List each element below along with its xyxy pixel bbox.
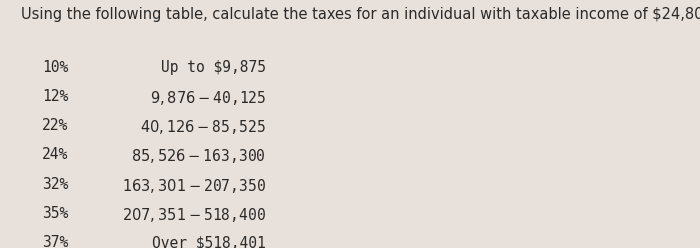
Text: $9,876-$40,125: $9,876-$40,125 [150,89,266,107]
Text: 22%: 22% [42,118,69,133]
Text: Over $518,401: Over $518,401 [153,235,266,248]
Text: Using the following table, calculate the taxes for an individual with taxable in: Using the following table, calculate the… [21,7,700,22]
Text: 35%: 35% [42,206,69,221]
Text: Up to $9,875: Up to $9,875 [161,60,266,74]
Text: 10%: 10% [42,60,69,74]
Text: 24%: 24% [42,147,69,162]
Text: $207,351-$518,400: $207,351-$518,400 [122,206,266,224]
Text: 37%: 37% [42,235,69,248]
Text: $85,526-$163,300: $85,526-$163,300 [132,147,266,165]
Text: $40,126-$85,525: $40,126-$85,525 [141,118,266,136]
Text: $163,301-$207,350: $163,301-$207,350 [122,177,266,195]
Text: 12%: 12% [42,89,69,104]
Text: 32%: 32% [42,177,69,191]
